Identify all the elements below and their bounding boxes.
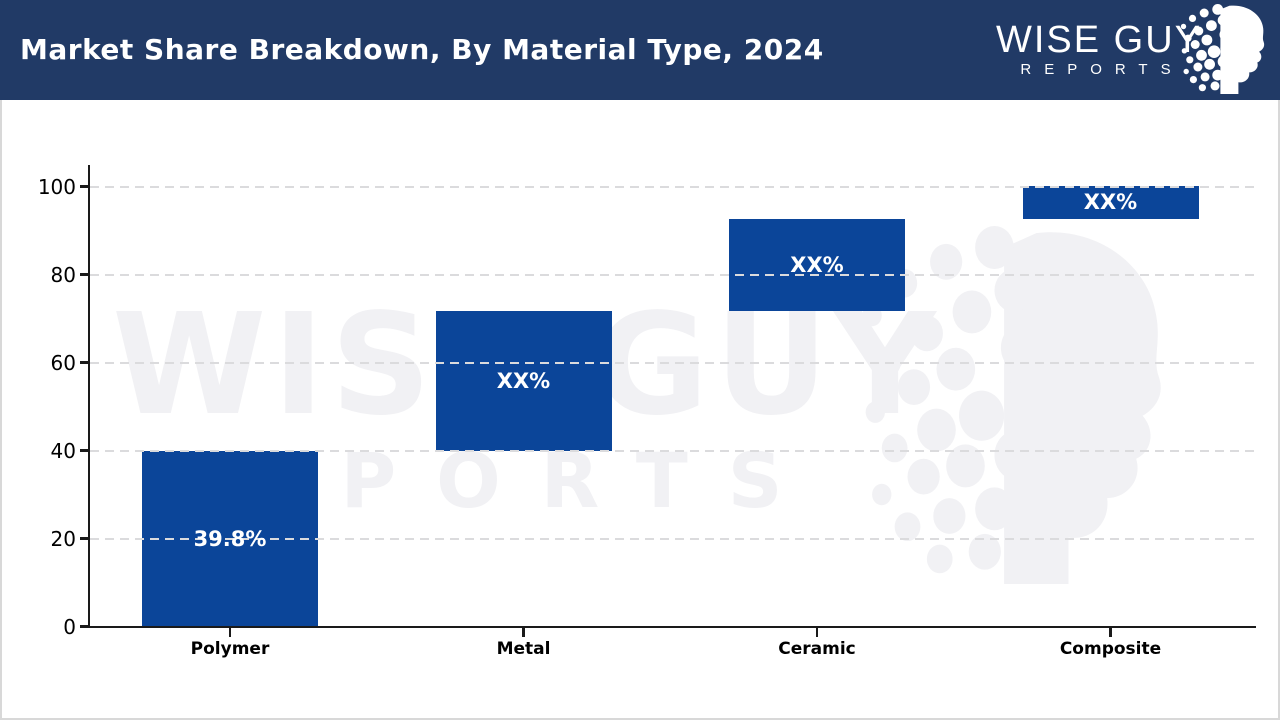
page-title: Market Share Breakdown, By Material Type… (20, 33, 824, 66)
x-tick-polymer (228, 628, 232, 637)
x-tick-label-polymer: Polymer (190, 639, 270, 659)
header-bar: Market Share Breakdown, By Material Type… (0, 0, 1280, 100)
bar-metal (435, 311, 612, 452)
page-border-left (0, 100, 2, 720)
bar-label-ceramic: XX% (790, 252, 844, 277)
y-tick-0 (80, 625, 89, 628)
y-tick-60 (80, 361, 89, 364)
page-border-right (1278, 100, 1280, 720)
gridline-100 (90, 185, 1254, 188)
y-tick-100 (80, 185, 89, 188)
gridline-60 (90, 361, 1254, 364)
x-tick-label-ceramic: Ceramic (778, 639, 856, 659)
gridline-40 (90, 449, 1254, 452)
y-tick-label-100: 100 (37, 174, 76, 199)
logo-wordmark: WISE GUY (995, 19, 1202, 61)
y-axis-line (87, 165, 90, 628)
y-tick-label-40: 40 (50, 438, 76, 463)
x-tick-metal (522, 628, 525, 637)
y-tick-label-20: 20 (50, 526, 76, 551)
logo-face-icon (1180, 4, 1265, 94)
x-tick-ceramic (815, 628, 819, 637)
y-tick-40 (80, 449, 89, 452)
wise-guy-logo: WISE GUY REPORTS (996, 4, 1270, 94)
y-tick-20 (80, 537, 89, 540)
bar-label-composite: XX% (1083, 190, 1138, 215)
logo-text: WISE GUY REPORTS (996, 20, 1202, 78)
bar-ceramic (729, 218, 905, 311)
y-tick-label-0: 0 (63, 614, 76, 639)
x-tick-composite (1109, 628, 1112, 637)
bar-label-metal: XX% (496, 369, 551, 394)
y-tick-label-80: 80 (50, 262, 76, 287)
page-border-bottom (0, 718, 1280, 720)
bar-label-polymer: 39.8% (193, 526, 267, 551)
gridline-20 (90, 537, 1254, 540)
logo-subtitle: REPORTS (1020, 61, 1184, 78)
x-tick-label-composite: Composite (1059, 639, 1162, 659)
bar-composite (1022, 185, 1199, 219)
x-tick-label-metal: Metal (496, 639, 551, 659)
x-axis-line (87, 625, 1256, 628)
gridline-80 (90, 273, 1254, 276)
y-tick-label-60: 60 (50, 350, 76, 375)
y-tick-80 (80, 273, 89, 276)
